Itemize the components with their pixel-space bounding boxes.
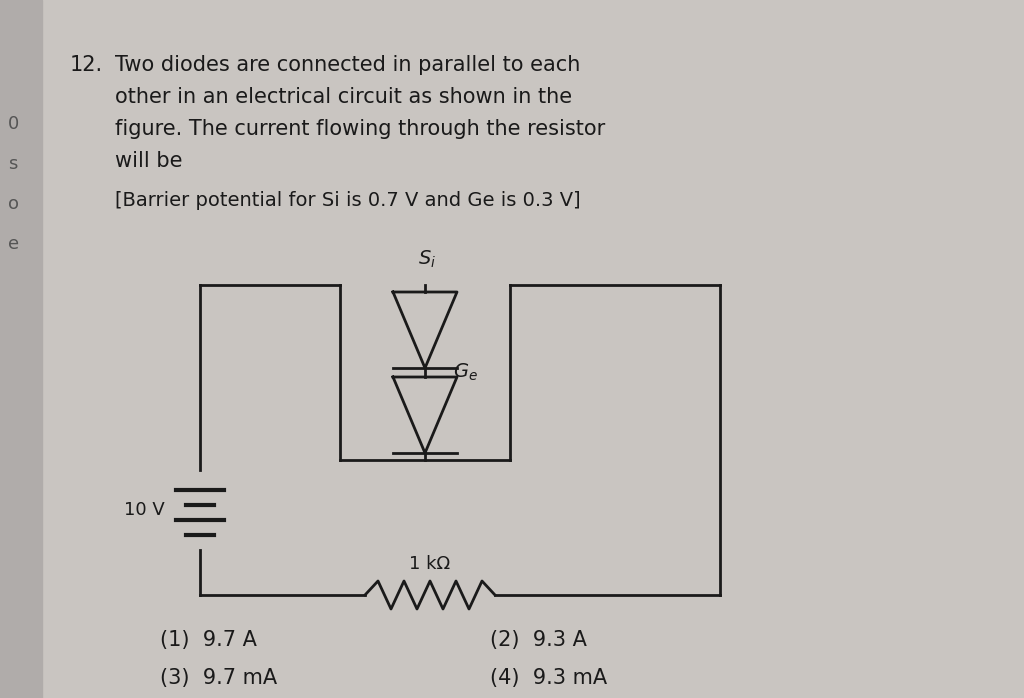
Text: o: o (8, 195, 19, 213)
Text: 12.: 12. (70, 55, 103, 75)
Text: e: e (8, 235, 19, 253)
Text: s: s (8, 155, 17, 173)
Text: (4)  9.3 mA: (4) 9.3 mA (490, 668, 607, 688)
Text: [Barrier potential for Si is 0.7 V and Ge is 0.3 V]: [Barrier potential for Si is 0.7 V and G… (115, 191, 581, 210)
Text: 0: 0 (8, 115, 19, 133)
Text: figure. The current flowing through the resistor: figure. The current flowing through the … (115, 119, 605, 139)
Text: Two diodes are connected in parallel to each: Two diodes are connected in parallel to … (115, 55, 581, 75)
Text: other in an electrical circuit as shown in the: other in an electrical circuit as shown … (115, 87, 572, 107)
Text: (1)  9.7 A: (1) 9.7 A (160, 630, 257, 650)
Text: $G_e$: $G_e$ (453, 362, 478, 383)
Text: $S_i$: $S_i$ (418, 248, 436, 270)
Text: 1 kΩ: 1 kΩ (410, 555, 451, 573)
Text: (3)  9.7 mA: (3) 9.7 mA (160, 668, 278, 688)
Text: will be: will be (115, 151, 182, 171)
Text: (2)  9.3 A: (2) 9.3 A (490, 630, 587, 650)
Text: 10 V: 10 V (124, 501, 165, 519)
Bar (0, 0, 42, 698)
